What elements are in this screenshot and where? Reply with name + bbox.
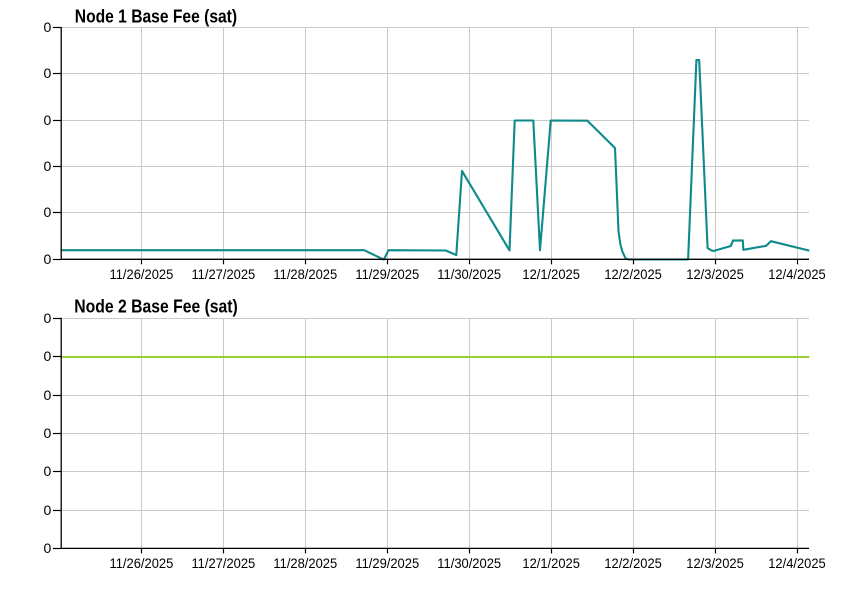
svg-text:11/28/2025: 11/28/2025 [273,555,337,571]
svg-text:12/4/2025: 12/4/2025 [768,555,826,571]
svg-text:0: 0 [44,463,52,479]
svg-text:0: 0 [44,65,52,81]
svg-text:Node 2 Base Fee (sat): Node 2 Base Fee (sat) [74,296,238,316]
svg-text:12/2/2025: 12/2/2025 [604,555,662,571]
svg-text:0: 0 [44,502,52,518]
svg-text:11/29/2025: 11/29/2025 [355,266,419,282]
svg-text:11/27/2025: 11/27/2025 [191,266,255,282]
svg-text:0: 0 [44,251,52,267]
svg-text:0: 0 [44,310,52,326]
svg-text:0: 0 [44,425,52,441]
svg-text:0: 0 [44,158,52,174]
svg-text:12/1/2025: 12/1/2025 [522,555,580,571]
svg-text:11/29/2025: 11/29/2025 [355,555,419,571]
svg-text:0: 0 [44,387,52,403]
svg-text:11/28/2025: 11/28/2025 [273,266,337,282]
svg-text:11/30/2025: 11/30/2025 [437,555,501,571]
svg-text:0: 0 [44,112,52,128]
svg-text:12/1/2025: 12/1/2025 [522,266,580,282]
svg-text:0: 0 [44,540,52,556]
svg-text:12/4/2025: 12/4/2025 [768,266,826,282]
svg-text:0: 0 [44,19,52,35]
svg-text:11/30/2025: 11/30/2025 [437,266,501,282]
svg-text:0: 0 [44,348,52,364]
svg-text:12/3/2025: 12/3/2025 [686,555,744,571]
svg-text:11/27/2025: 11/27/2025 [191,555,255,571]
svg-text:12/2/2025: 12/2/2025 [604,266,662,282]
svg-text:Node 1 Base Fee (sat): Node 1 Base Fee (sat) [75,7,237,27]
svg-text:12/3/2025: 12/3/2025 [686,266,744,282]
svg-text:0: 0 [44,204,52,220]
svg-text:11/26/2025: 11/26/2025 [110,555,174,571]
svg-text:11/26/2025: 11/26/2025 [110,266,174,282]
